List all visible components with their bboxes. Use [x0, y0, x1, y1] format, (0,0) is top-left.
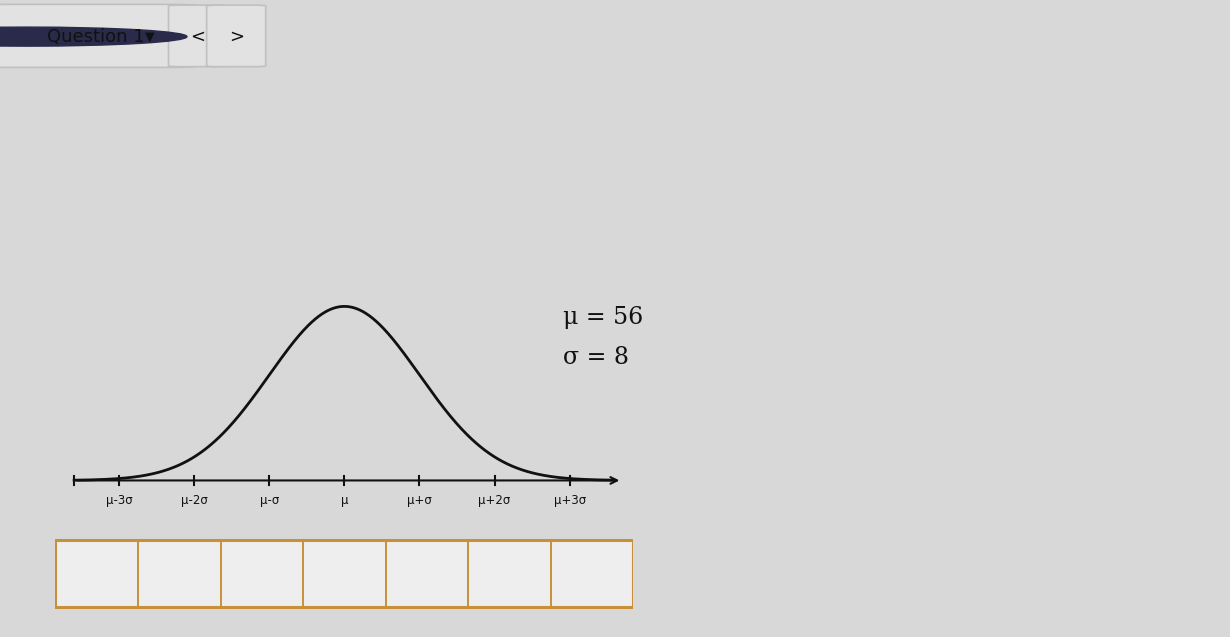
Text: μ+3σ: μ+3σ — [554, 494, 585, 508]
Text: <: < — [191, 27, 205, 46]
Text: μ-2σ: μ-2σ — [181, 494, 208, 508]
Text: ▼: ▼ — [145, 30, 155, 43]
Circle shape — [0, 27, 187, 46]
Text: Question 1: Question 1 — [47, 27, 144, 46]
Text: σ = 8: σ = 8 — [563, 346, 629, 369]
Text: μ-σ: μ-σ — [260, 494, 279, 508]
Text: μ-3σ: μ-3σ — [106, 494, 133, 508]
Text: >: > — [229, 27, 244, 46]
FancyBboxPatch shape — [55, 540, 633, 607]
Text: μ+2σ: μ+2σ — [478, 494, 510, 508]
Text: μ: μ — [341, 494, 348, 508]
FancyBboxPatch shape — [207, 5, 266, 67]
Text: μ+σ: μ+σ — [407, 494, 432, 508]
FancyBboxPatch shape — [169, 5, 228, 67]
Text: μ = 56: μ = 56 — [563, 306, 643, 329]
FancyBboxPatch shape — [0, 4, 197, 68]
